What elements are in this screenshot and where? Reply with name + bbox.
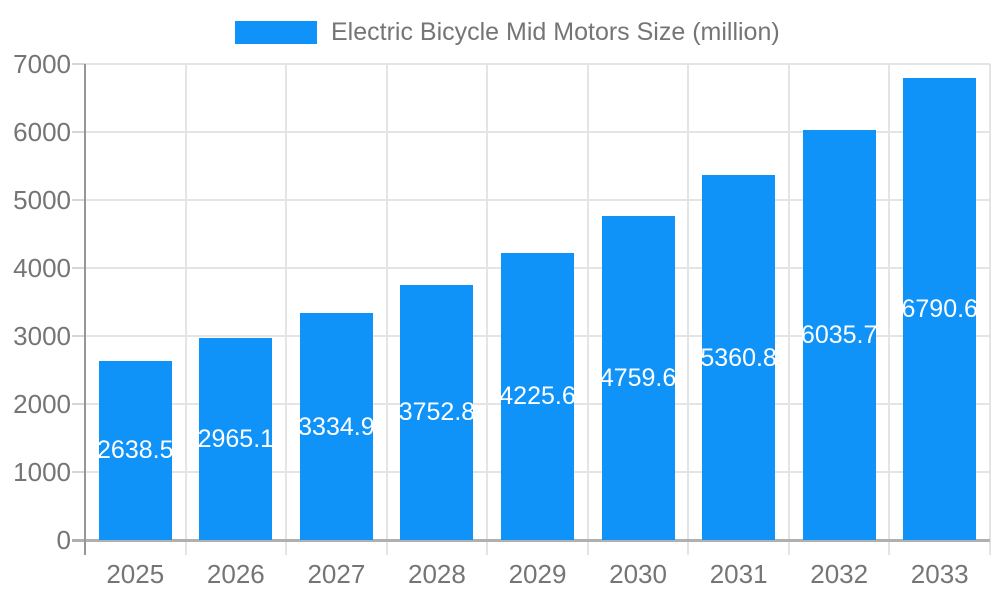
legend-series-label: Electric Bicycle Mid Motors Size (millio… [331, 17, 780, 46]
y-axis-tick-label: 5000 [13, 185, 71, 215]
y-axis-tick [72, 471, 85, 473]
x-gridline [989, 64, 991, 555]
bar[interactable] [501, 252, 574, 540]
y-axis-line [84, 64, 86, 555]
y-axis-tick-label: 4000 [13, 253, 71, 283]
y-axis-tick [72, 63, 85, 65]
legend[interactable]: Electric Bicycle Mid Motors Size (millio… [235, 16, 780, 48]
x-gridline [787, 64, 790, 555]
y-axis-tick-label: 6000 [13, 117, 71, 147]
x-axis-tick-label: 2026 [206, 559, 265, 589]
y-axis-tick [72, 403, 85, 405]
bar[interactable] [601, 216, 675, 540]
x-axis-tick-label: 2033 [910, 559, 969, 589]
y-gridline [85, 199, 990, 201]
bar[interactable] [98, 360, 172, 540]
x-gridline [888, 64, 891, 555]
x-axis-tick-label: 2030 [609, 559, 667, 589]
x-axis-tick-label: 2025 [106, 559, 165, 589]
x-axis-tick-label: 2032 [810, 559, 869, 589]
y-axis-tick-label: 3000 [13, 321, 71, 351]
bar[interactable] [199, 338, 273, 540]
y-axis-tick-label: 2000 [13, 389, 71, 419]
x-axis-tick-label: 2031 [709, 559, 768, 589]
x-axis-baseline [72, 539, 990, 542]
legend-swatch [235, 20, 317, 44]
bar[interactable] [802, 129, 876, 540]
bar[interactable] [903, 78, 977, 540]
bar[interactable] [400, 284, 474, 540]
x-axis-tick-label: 2027 [307, 559, 366, 589]
y-axis-tick [72, 131, 85, 133]
y-axis-tick [72, 199, 85, 201]
x-gridline [586, 64, 589, 555]
x-gridline [285, 64, 288, 555]
y-axis-tick-label: 1000 [13, 457, 71, 487]
x-gridline [687, 64, 690, 555]
y-axis-tick [72, 335, 85, 337]
x-gridline [184, 64, 187, 555]
bar[interactable] [299, 313, 373, 540]
y-gridline [85, 63, 990, 65]
y-gridline [85, 131, 990, 133]
x-gridline [385, 64, 388, 555]
x-axis-tick-label: 2029 [508, 559, 567, 589]
bar[interactable] [702, 175, 776, 540]
x-axis-tick-label: 2028 [408, 559, 466, 589]
y-axis-tick [72, 267, 85, 269]
y-axis-tick-label: 7000 [13, 49, 71, 79]
y-axis-tick-label: 0 [56, 525, 71, 555]
x-gridline [486, 64, 489, 555]
